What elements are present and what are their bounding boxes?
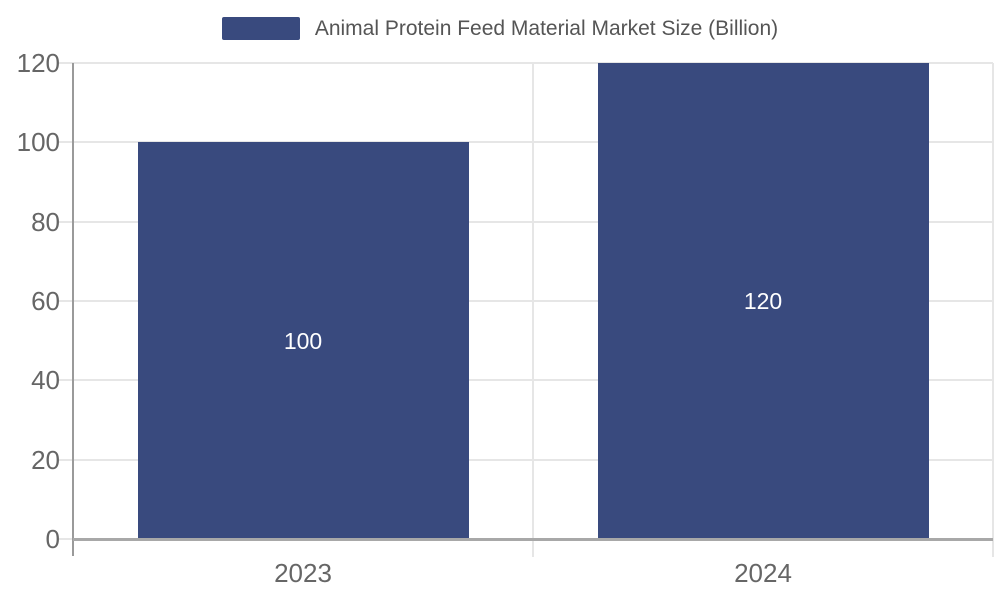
x-tick-label: 2024 <box>734 558 792 588</box>
bar-value-label: 120 <box>743 288 783 314</box>
x-axis-line <box>73 538 993 541</box>
legend-item[interactable]: Animal Protein Feed Material Market Size… <box>0 17 1000 40</box>
y-tick-label: 100 <box>16 127 60 158</box>
gridline-vertical <box>992 63 994 557</box>
bar <box>597 63 929 539</box>
legend-swatch <box>221 17 300 40</box>
y-tick-label: 120 <box>16 48 60 78</box>
y-tick-label: 40 <box>31 365 60 396</box>
y-tick-mark <box>57 458 73 461</box>
y-tick-label: 60 <box>31 286 60 316</box>
y-axis-line <box>72 63 74 556</box>
bar-value-label: 100 <box>283 327 323 354</box>
bar <box>137 142 469 539</box>
gridline-vertical <box>532 63 534 557</box>
y-tick-mark <box>57 220 73 223</box>
x-tick-label: 2023 <box>274 558 332 588</box>
y-tick-mark <box>57 141 73 144</box>
y-tick-label: 0 <box>45 524 60 554</box>
y-tick-mark <box>57 300 73 302</box>
y-tick-label: 80 <box>31 206 60 237</box>
y-tick-mark <box>57 62 73 64</box>
y-tick-mark <box>57 379 73 382</box>
y-tick-label: 20 <box>31 444 60 475</box>
y-tick-mark <box>57 538 73 540</box>
legend-label: Animal Protein Feed Material Market Size… <box>314 17 779 40</box>
